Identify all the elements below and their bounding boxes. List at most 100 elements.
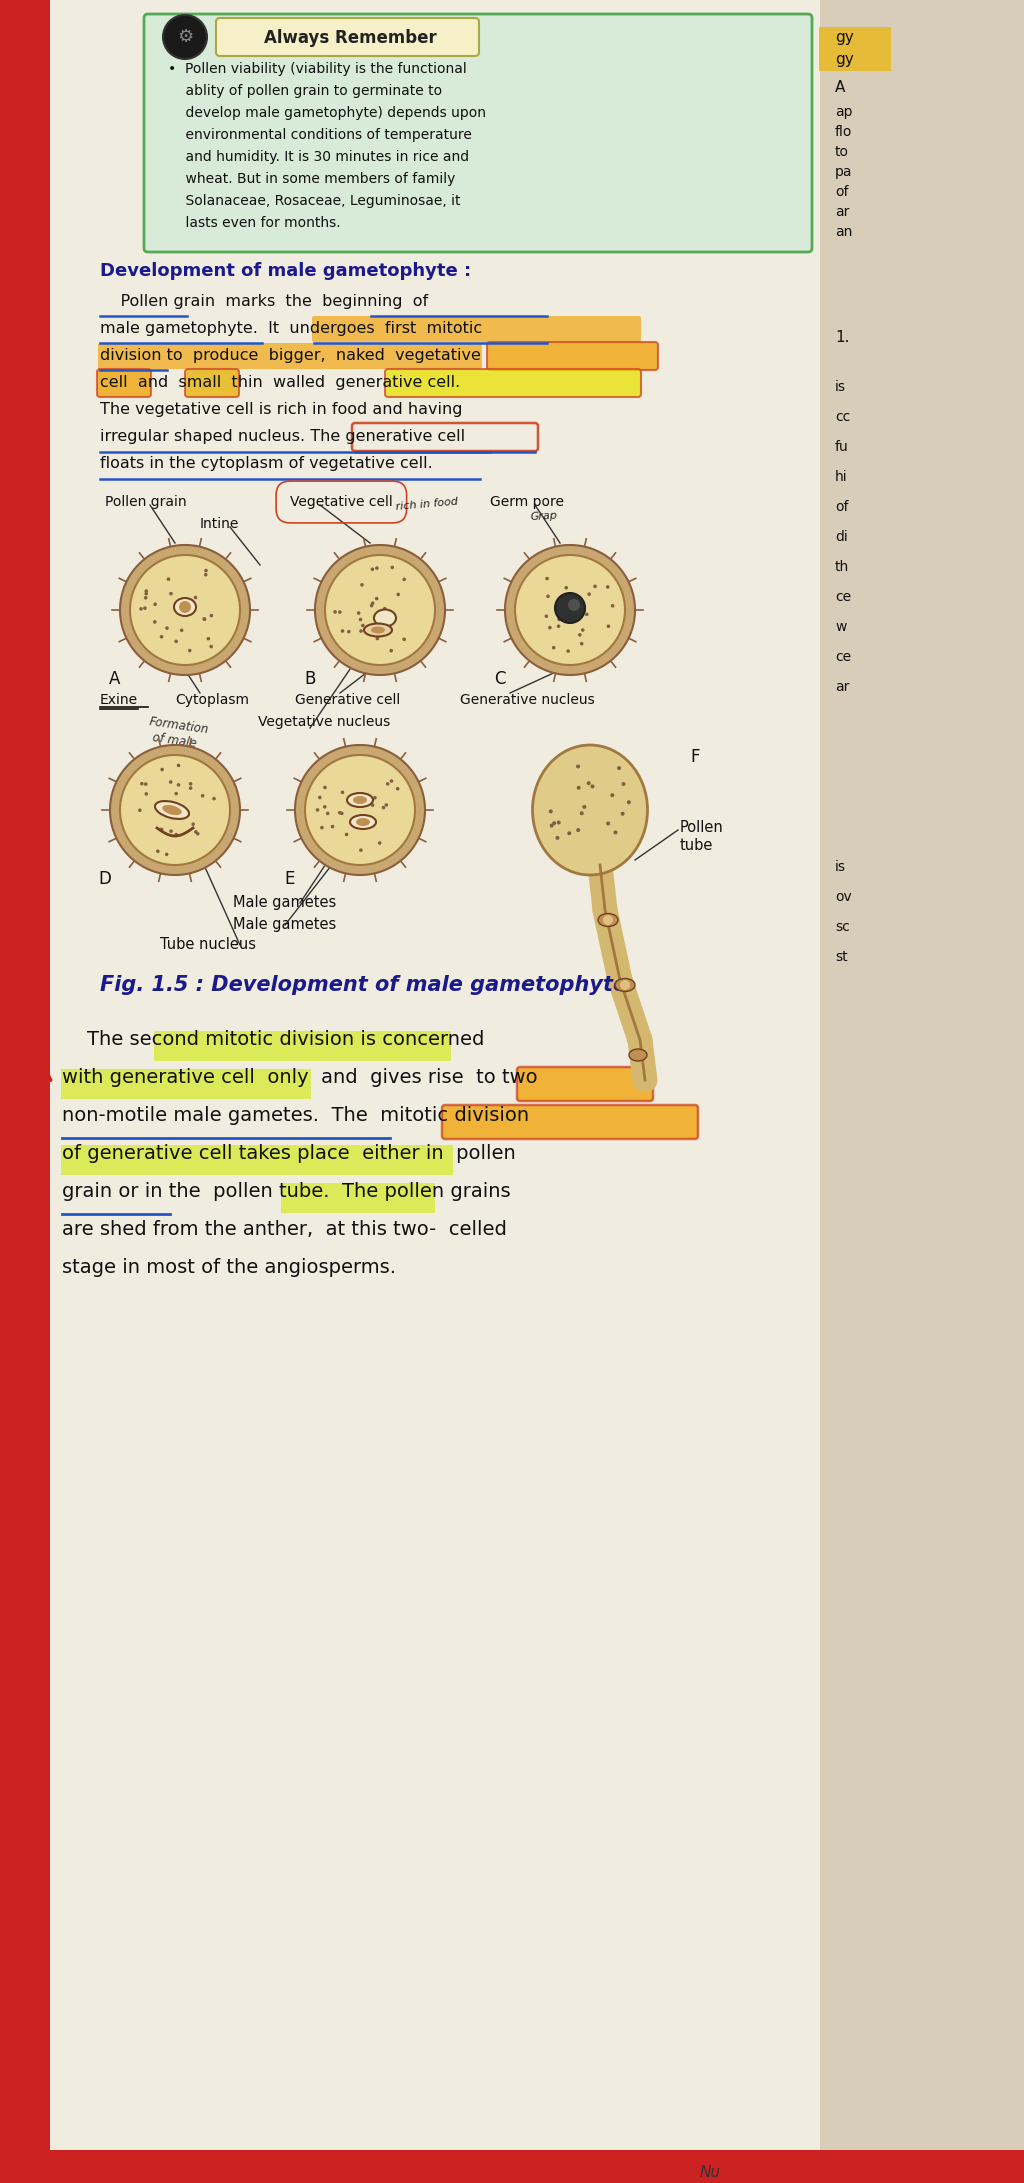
Circle shape bbox=[621, 812, 625, 816]
Text: and humidity. It is 30 minutes in rice and: and humidity. It is 30 minutes in rice a… bbox=[168, 151, 469, 164]
Circle shape bbox=[315, 808, 319, 812]
Text: flo: flo bbox=[835, 124, 852, 140]
Circle shape bbox=[577, 786, 581, 790]
FancyBboxPatch shape bbox=[281, 1183, 435, 1214]
Circle shape bbox=[580, 812, 584, 814]
Circle shape bbox=[583, 806, 587, 810]
Text: Grap: Grap bbox=[530, 511, 558, 522]
Circle shape bbox=[325, 554, 435, 666]
Circle shape bbox=[378, 840, 382, 845]
Circle shape bbox=[610, 792, 614, 797]
Text: w: w bbox=[835, 620, 847, 633]
Text: ov: ov bbox=[835, 891, 852, 904]
Text: Nu: Nu bbox=[700, 2166, 721, 2181]
Circle shape bbox=[180, 629, 183, 633]
Circle shape bbox=[359, 849, 362, 851]
Circle shape bbox=[577, 827, 581, 832]
Circle shape bbox=[389, 648, 393, 653]
Circle shape bbox=[375, 565, 379, 570]
FancyBboxPatch shape bbox=[487, 343, 658, 369]
Circle shape bbox=[188, 648, 191, 653]
Bar bbox=[820, 0, 1024, 2183]
Circle shape bbox=[376, 637, 379, 640]
Text: an: an bbox=[835, 225, 852, 238]
Text: The vegetative cell is rich in food and having: The vegetative cell is rich in food and … bbox=[100, 402, 463, 417]
Text: pa: pa bbox=[835, 166, 853, 179]
Circle shape bbox=[386, 782, 389, 786]
Text: ar: ar bbox=[835, 679, 849, 694]
Circle shape bbox=[143, 607, 146, 609]
Polygon shape bbox=[315, 546, 445, 675]
Circle shape bbox=[154, 806, 158, 808]
Text: Cytoplasm: Cytoplasm bbox=[175, 692, 249, 707]
Circle shape bbox=[138, 808, 141, 812]
Ellipse shape bbox=[629, 1050, 647, 1061]
Circle shape bbox=[161, 768, 164, 771]
FancyBboxPatch shape bbox=[819, 26, 891, 48]
Circle shape bbox=[557, 821, 561, 825]
Ellipse shape bbox=[615, 978, 635, 991]
Circle shape bbox=[188, 786, 193, 790]
Circle shape bbox=[361, 624, 365, 627]
Ellipse shape bbox=[350, 814, 376, 830]
Text: gy: gy bbox=[835, 52, 854, 68]
Circle shape bbox=[169, 830, 173, 834]
Circle shape bbox=[169, 592, 173, 596]
Circle shape bbox=[207, 637, 210, 640]
Text: ce: ce bbox=[835, 651, 851, 664]
Circle shape bbox=[160, 635, 164, 640]
Circle shape bbox=[210, 613, 213, 618]
Text: Pollen grain  marks  the  beginning  of: Pollen grain marks the beginning of bbox=[100, 295, 428, 310]
Circle shape bbox=[179, 600, 191, 613]
Circle shape bbox=[545, 576, 549, 581]
Text: A: A bbox=[835, 81, 846, 96]
Text: Generative cell: Generative cell bbox=[295, 692, 400, 707]
Circle shape bbox=[341, 790, 344, 795]
Text: are shed from the anther,  at this two-  celled: are shed from the anther, at this two- c… bbox=[62, 1220, 507, 1240]
Text: of male: of male bbox=[152, 731, 198, 751]
Text: Always Remember: Always Remember bbox=[263, 28, 436, 48]
Circle shape bbox=[549, 810, 553, 814]
Circle shape bbox=[545, 613, 548, 618]
Ellipse shape bbox=[374, 609, 396, 627]
Circle shape bbox=[606, 624, 610, 629]
Text: ap: ap bbox=[835, 105, 853, 120]
Circle shape bbox=[174, 640, 178, 644]
Circle shape bbox=[606, 821, 610, 825]
Circle shape bbox=[341, 629, 344, 633]
Bar bbox=[0, 0, 1024, 15]
Text: Intine: Intine bbox=[200, 517, 240, 530]
Text: Generative nucleus: Generative nucleus bbox=[460, 692, 595, 707]
Circle shape bbox=[627, 801, 631, 803]
Text: Fig. 1.5 : Development of male gametophyte: Fig. 1.5 : Development of male gametophy… bbox=[100, 976, 627, 995]
Text: wheat. But in some members of family: wheat. But in some members of family bbox=[168, 172, 456, 186]
Text: lasts even for months.: lasts even for months. bbox=[168, 216, 341, 229]
Circle shape bbox=[169, 779, 172, 784]
Circle shape bbox=[323, 806, 327, 808]
Text: Pollen: Pollen bbox=[680, 821, 724, 836]
Circle shape bbox=[191, 823, 195, 825]
Circle shape bbox=[359, 629, 362, 633]
Text: Male gametes: Male gametes bbox=[233, 917, 337, 932]
Text: F: F bbox=[690, 749, 699, 766]
FancyBboxPatch shape bbox=[517, 1067, 653, 1100]
FancyBboxPatch shape bbox=[819, 48, 891, 72]
Circle shape bbox=[358, 618, 362, 622]
Circle shape bbox=[326, 812, 330, 814]
Circle shape bbox=[167, 576, 170, 581]
Text: Development of male gametophyte :: Development of male gametophyte : bbox=[100, 262, 471, 279]
FancyBboxPatch shape bbox=[385, 369, 641, 397]
Text: gy: gy bbox=[835, 31, 854, 46]
Bar bbox=[0, 2150, 1024, 2183]
Circle shape bbox=[165, 854, 169, 856]
Polygon shape bbox=[295, 744, 425, 875]
Circle shape bbox=[550, 823, 554, 827]
Ellipse shape bbox=[364, 624, 392, 637]
Text: E: E bbox=[285, 871, 295, 888]
FancyBboxPatch shape bbox=[144, 13, 812, 251]
Circle shape bbox=[139, 607, 143, 611]
Circle shape bbox=[593, 585, 597, 587]
Text: di: di bbox=[835, 530, 848, 544]
FancyBboxPatch shape bbox=[154, 1030, 451, 1061]
Circle shape bbox=[156, 849, 160, 854]
